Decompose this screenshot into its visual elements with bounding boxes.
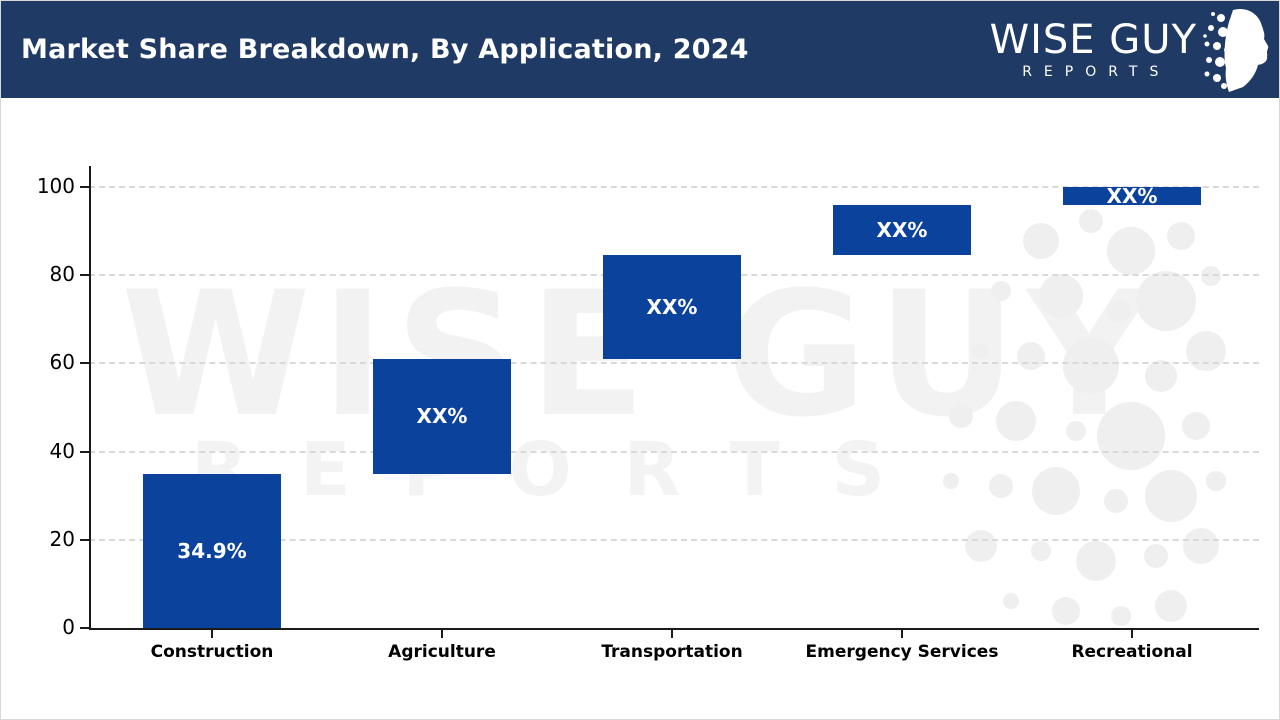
logo-wordmark: WISE GUY (989, 16, 1197, 63)
logo-text: WISE GUY REPORTS (990, 20, 1197, 80)
x-tick-0 (211, 630, 213, 638)
x-axis-label-recreational: Recreational (1071, 642, 1193, 662)
x-axis-label-emergency-services: Emergency Services (805, 642, 999, 662)
logo-subtitle: REPORTS (1022, 63, 1171, 80)
y-tick-80 (80, 274, 89, 277)
x-tick-4 (1131, 630, 1133, 638)
x-axis-label-construction: Construction (150, 642, 274, 662)
y-tick-label-100: 100 (36, 174, 75, 198)
bar-value-label: XX% (1106, 183, 1158, 208)
logo: WISE GUY REPORTS (990, 1, 1279, 98)
bar-value-label: XX% (876, 217, 928, 242)
bar-value-label: XX% (416, 404, 468, 429)
x-axis-spine (89, 628, 1259, 630)
plot-area: 0 20 40 60 80 100 34.9% Construction XX% Agricult… (1, 98, 1279, 719)
y-tick-20 (80, 538, 89, 541)
y-tick-60 (80, 362, 89, 365)
logo-face-icon (1203, 8, 1269, 92)
x-tick-3 (901, 630, 903, 638)
bar-value-label: 34.9% (177, 539, 247, 564)
gridline-60 (89, 362, 1259, 365)
y-tick-label-40: 40 (49, 438, 75, 463)
y-tick-label-0: 0 (62, 615, 75, 639)
x-tick-2 (671, 630, 673, 638)
bar-emergency-services: XX% (833, 204, 971, 256)
header-bar: Market Share Breakdown, By Application, … (1, 1, 1279, 98)
bar-construction: 34.9% (143, 474, 281, 628)
gridline-100 (89, 186, 1259, 188)
x-axis-label-agriculture: Agriculture (388, 642, 496, 662)
x-axis-label-transportation: Transportation (601, 642, 743, 662)
x-tick-1 (441, 630, 443, 638)
y-tick-40 (80, 450, 89, 453)
y-tick-label-80: 80 (49, 262, 75, 287)
bar-agriculture: XX% (373, 358, 511, 474)
bar-value-label: XX% (646, 295, 698, 320)
bar-transportation: XX% (603, 255, 741, 359)
y-tick-100 (80, 186, 89, 188)
chart-title: Market Share Breakdown, By Application, … (21, 34, 749, 65)
y-tick-label-20: 20 (49, 526, 75, 551)
y-tick-label-60: 60 (49, 350, 75, 375)
y-axis-spine (89, 166, 91, 630)
gridline-20 (89, 538, 1259, 541)
gridline-40 (89, 450, 1259, 453)
y-tick-0 (80, 627, 89, 629)
bar-recreational: XX% (1063, 183, 1201, 208)
